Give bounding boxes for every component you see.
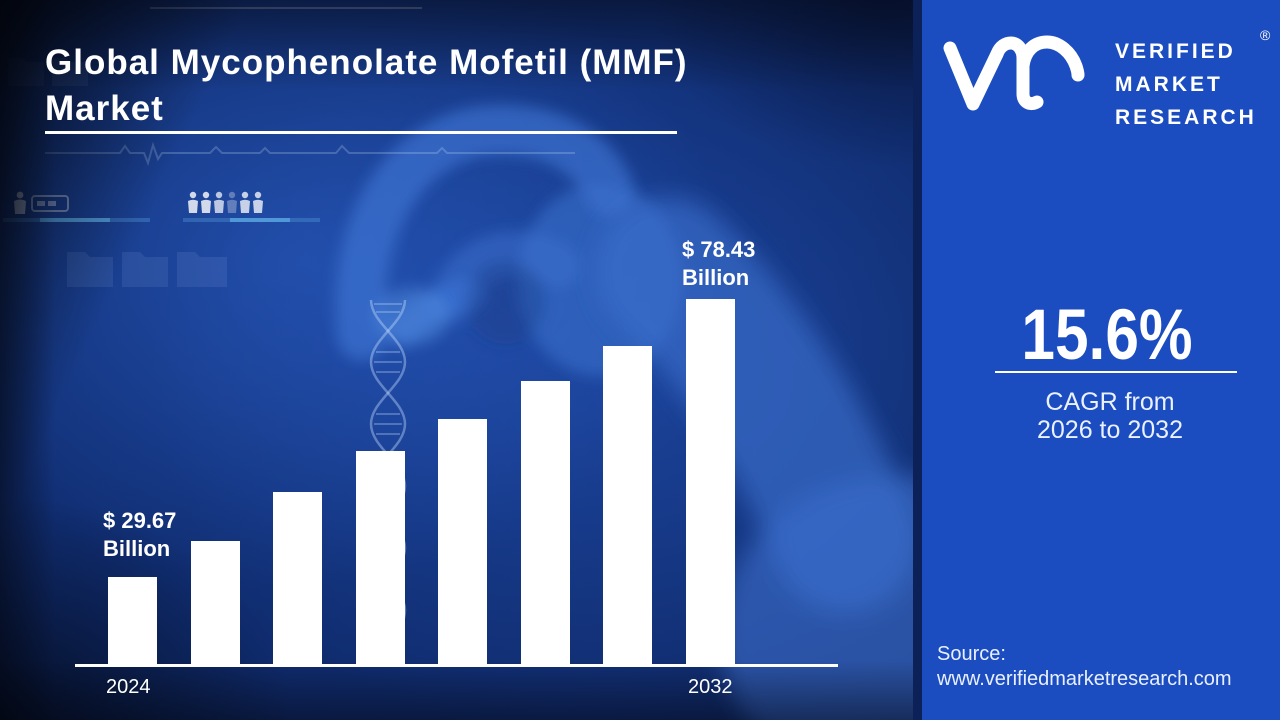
brand-panel: VERIFIED MARKET RESEARCH ® 15.6% CAGR fr… <box>922 0 1280 720</box>
bar-chart <box>0 0 913 720</box>
bar <box>603 346 653 665</box>
bar <box>190 540 240 665</box>
source-url: www.verifiedmarketresearch.com <box>937 668 1232 690</box>
source-note: Source: www.verifiedmarketresearch.com <box>937 643 1232 690</box>
people-icons <box>188 191 263 213</box>
progress-bars <box>3 218 320 222</box>
title-line2: Market <box>45 89 164 128</box>
x-axis-label-2024: 2024 <box>106 676 151 698</box>
title-underline <box>45 131 677 134</box>
first-bar-value-label: $ 29.67 Billion <box>103 508 177 561</box>
cagr-value: 15.6% <box>1021 296 1193 375</box>
x-axis-label-2032: 2032 <box>688 676 733 698</box>
cagr-underline <box>995 371 1237 373</box>
bar <box>685 299 735 665</box>
background-decor <box>3 7 913 720</box>
x-axis-line <box>75 664 838 667</box>
chart-panel: Global Mycophenolate Mofetil (MMF) Marke… <box>0 0 913 720</box>
bar <box>438 418 488 665</box>
last-bar-value-label: $ 78.43 Billion <box>682 237 756 290</box>
top-accent-line <box>150 7 422 9</box>
page-title: Global Mycophenolate Mofetil (MMF) Marke… <box>45 40 785 132</box>
vmr-logo-icon <box>943 35 1085 111</box>
folder-icons <box>8 58 227 287</box>
brand-name: VERIFIED MARKET RESEARCH <box>1115 40 1257 129</box>
gloved-hand-silhouette <box>335 104 913 720</box>
title-line1: Global Mycophenolate Mofetil (MMF) <box>45 43 688 82</box>
registered-trademark: ® <box>1260 27 1271 43</box>
ecg-line <box>45 141 575 167</box>
bar <box>355 450 405 665</box>
bar <box>273 491 323 665</box>
bar <box>108 577 157 665</box>
bar <box>520 380 570 665</box>
panel-divider <box>913 0 922 720</box>
cagr-caption: CAGR from 2026 to 2032 <box>1037 388 1183 444</box>
person-badge-icon <box>14 191 69 214</box>
